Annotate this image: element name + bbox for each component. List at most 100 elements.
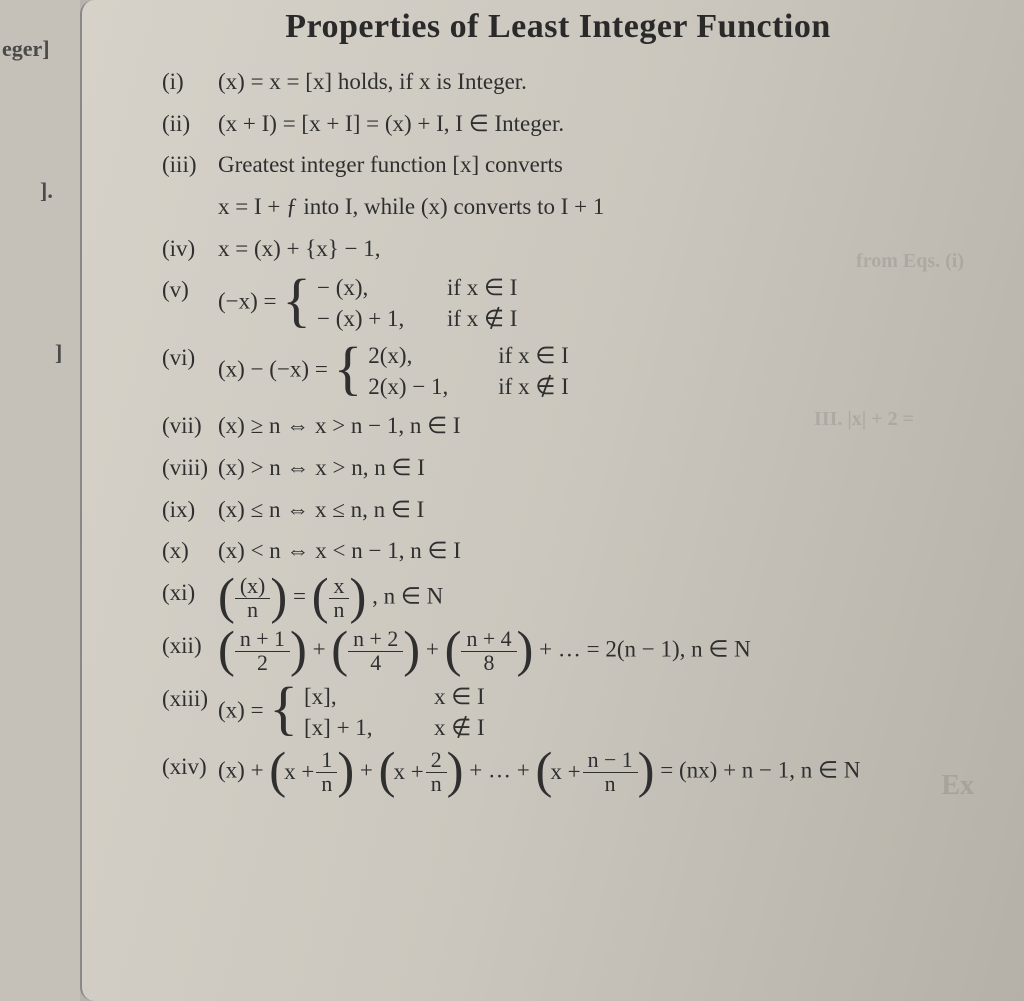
case-expr: − (x) + 1, (317, 303, 447, 334)
big-paren: n + 12 (218, 628, 307, 675)
item-number: (x) (162, 533, 218, 569)
frac-den: 4 (348, 652, 403, 675)
lead-text: (−x) = (218, 289, 277, 314)
tail-text: , n ∈ N (372, 584, 443, 609)
big-paren: xn (312, 575, 367, 622)
x-plus: x + (284, 754, 314, 790)
item-text: (x) = x = [x] holds, if x is Integer. (218, 64, 984, 100)
frac-num: 2 (426, 749, 447, 773)
property-iii-sub: x = I + ƒ into I, while (x) converts to … (132, 189, 984, 225)
case-cond: x ∉ I (434, 715, 485, 740)
lead-text: (x) = (218, 697, 264, 722)
frac-den: n (316, 773, 337, 796)
item-number: (vii) (162, 408, 218, 444)
tail-text: = (nx) + n − 1, n ∈ N (660, 757, 860, 782)
item-number: (iv) (162, 231, 218, 267)
item-number: (vi) (162, 340, 218, 376)
item-body: (−x) = − (x),if x ∈ I − (x) + 1,if x ∉ I (218, 272, 984, 334)
case-expr: 2(x) − 1, (368, 371, 498, 402)
case-expr: [x] + 1, (304, 712, 434, 743)
property-xii: (xii) n + 12 + n + 24 + n + 48 + … = 2(n… (132, 628, 984, 675)
frac-den: 2 (235, 652, 290, 675)
big-paren: x + n − 1n (535, 749, 654, 796)
tail-text: + … = 2(n − 1), n ∈ N (539, 637, 751, 662)
item-body: (x) + x + 1n + x + 2n + … + x + n − 1n =… (218, 749, 984, 796)
item-body: n + 12 + n + 24 + n + 48 + … = 2(n − 1),… (218, 628, 984, 675)
case-expr: 2(x), (368, 340, 498, 371)
case-cond: x ∈ I (434, 684, 485, 709)
property-vi: (vi) (x) − (−x) = 2(x),if x ∈ I 2(x) − 1… (132, 340, 984, 402)
plus: + (426, 637, 445, 662)
item-body: (x) − (−x) = 2(x),if x ∈ I 2(x) − 1,if x… (218, 340, 984, 402)
property-xiv: (xiv) (x) + x + 1n + x + 2n + … + x + n … (132, 749, 984, 796)
left-margin: eger] ]. ] (0, 0, 80, 1001)
frac-num: n − 1 (583, 749, 638, 773)
item-text: (x) ≤ n ⇔ x ≤ n, n ∈ I (218, 492, 984, 528)
item-number: (xiii) (162, 681, 218, 717)
frac-den: 8 (461, 652, 516, 675)
page-title: Properties of Least Integer Function (132, 0, 984, 64)
frac-den: n (426, 773, 447, 796)
frac-num: n + 2 (348, 628, 403, 652)
piecewise-brace: − (x),if x ∈ I − (x) + 1,if x ∉ I (282, 272, 517, 334)
item-text: (x) < n ⇔ x < n − 1, n ∈ I (218, 533, 984, 569)
case-cond: if x ∉ I (498, 374, 569, 399)
property-ix: (ix) (x) ≤ n ⇔ x ≤ n, n ∈ I (132, 492, 984, 528)
plus: + (360, 757, 379, 782)
property-i: (i) (x) = x = [x] holds, if x is Integer… (132, 64, 984, 100)
property-ii: (ii) (x + I) = [x + I] = (x) + I, I ∈ In… (132, 106, 984, 142)
equals: = (293, 584, 312, 609)
item-number: (v) (162, 272, 218, 308)
big-paren: n + 24 (331, 628, 420, 675)
plus: + (313, 637, 332, 662)
plus-dots: + … + (469, 757, 535, 782)
case-cond: if x ∈ I (498, 343, 569, 368)
case-expr: [x], (304, 681, 434, 712)
item-number: (xi) (162, 575, 218, 611)
frac-den: n (583, 773, 638, 796)
case-expr: − (x), (317, 272, 447, 303)
item-text: x = (x) + {x} − 1, (218, 231, 984, 267)
property-xi: (xi) (x)n = xn , n ∈ N (132, 575, 984, 622)
big-paren: x + 2n (379, 749, 464, 796)
frac-num: 1 (316, 749, 337, 773)
margin-label-bracket-2: ] (55, 340, 62, 366)
item-number: (xii) (162, 628, 218, 664)
property-vii: (vii) (x) ≥ n ⇔ x > n − 1, n ∈ I (132, 408, 984, 444)
case-cond: if x ∈ I (447, 275, 518, 300)
property-iii: (iii) Greatest integer function [x] conv… (132, 147, 984, 183)
x-plus: x + (550, 754, 580, 790)
frac-den: n (329, 599, 350, 622)
item-number: (ix) (162, 492, 218, 528)
item-body: (x)n = xn , n ∈ N (218, 575, 984, 622)
piecewise-brace: 2(x),if x ∈ I 2(x) − 1,if x ∉ I (334, 340, 569, 402)
big-paren: (x)n (218, 575, 287, 622)
lead-text: (x) − (−x) = (218, 357, 328, 382)
item-number: (ii) (162, 106, 218, 142)
content-list: (i) (x) = x = [x] holds, if x is Integer… (132, 64, 984, 796)
item-number: (viii) (162, 450, 218, 486)
big-paren: n + 48 (445, 628, 534, 675)
frac-num: n + 1 (235, 628, 290, 652)
property-viii: (viii) (x) > n ⇔ x > n, n ∈ I (132, 450, 984, 486)
item-number: (iii) (162, 147, 218, 183)
item-number: (xiv) (162, 749, 218, 785)
property-x: (x) (x) < n ⇔ x < n − 1, n ∈ I (132, 533, 984, 569)
frac-num: n + 4 (461, 628, 516, 652)
item-text: Greatest integer function [x] converts (218, 147, 984, 183)
property-xiii: (xiii) (x) = [x],x ∈ I [x] + 1,x ∉ I (132, 681, 984, 743)
frac-num: x (329, 575, 350, 599)
page-box: Properties of Least Integer Function (i)… (80, 0, 1024, 1001)
piecewise-brace: [x],x ∈ I [x] + 1,x ∉ I (269, 681, 484, 743)
x-plus: x + (394, 754, 424, 790)
item-body: (x) = [x],x ∈ I [x] + 1,x ∉ I (218, 681, 984, 743)
property-v: (v) (−x) = − (x),if x ∈ I − (x) + 1,if x… (132, 272, 984, 334)
margin-label-eger: eger] (2, 36, 50, 62)
item-text: (x) > n ⇔ x > n, n ∈ I (218, 450, 984, 486)
big-paren: x + 1n (269, 749, 354, 796)
margin-label-bracket-1: ]. (40, 178, 53, 204)
item-number: (i) (162, 64, 218, 100)
lead-text: (x) + (218, 757, 269, 782)
item-text: (x + I) = [x + I] = (x) + I, I ∈ Integer… (218, 106, 984, 142)
case-cond: if x ∉ I (447, 306, 518, 331)
